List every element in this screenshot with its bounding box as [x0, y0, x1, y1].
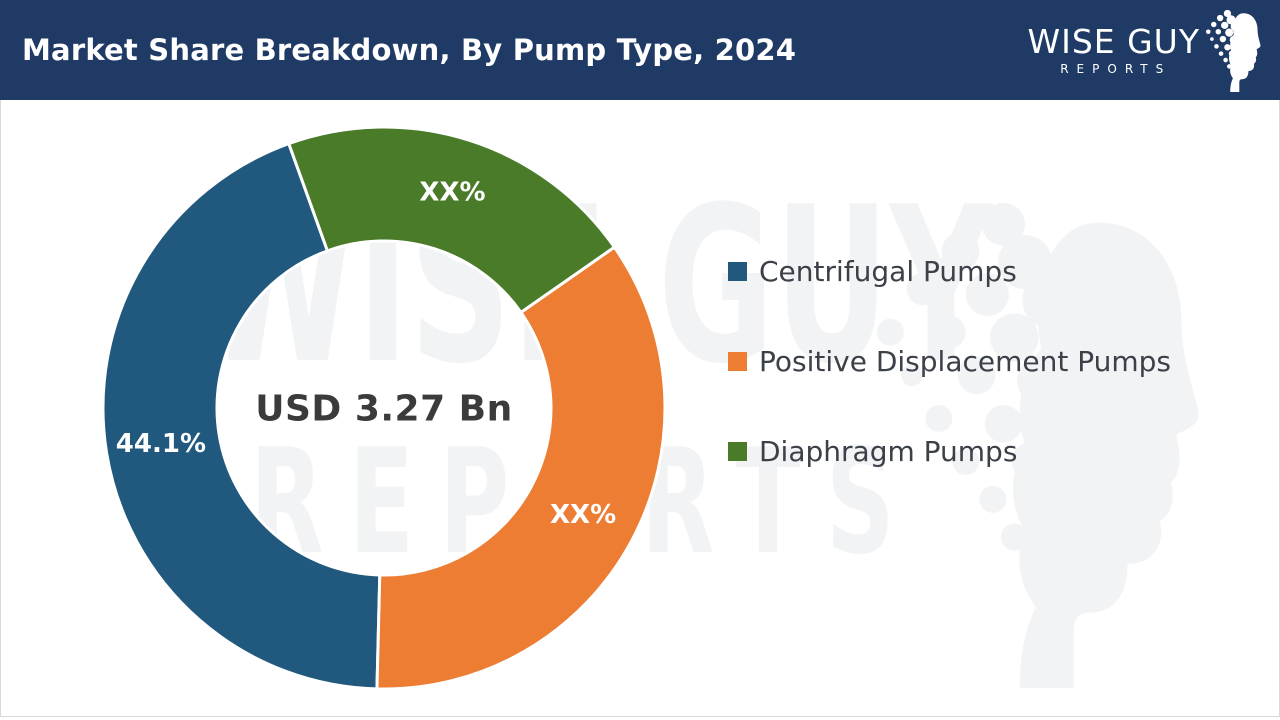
wise-guy-logo: WISE GUY REPORTS [1027, 8, 1262, 92]
face-profile-icon [1202, 8, 1262, 92]
donut-segment-1 [375, 245, 667, 691]
header-bar: Market Share Breakdown, By Pump Type, 20… [0, 0, 1280, 100]
legend-swatch-icon [728, 441, 747, 461]
legend-label: Diaphragm Pumps [759, 434, 1018, 468]
logo-wordmark: WISE GUY [1027, 21, 1200, 61]
legend-label: Centrifugal Pumps [759, 254, 1017, 288]
logo-subtitle: REPORTS [1060, 61, 1172, 76]
legend-label: Positive Displacement Pumps [759, 344, 1172, 378]
legend-item-diaphragm: Diaphragm Pumps [728, 434, 1171, 468]
page-title: Market Share Breakdown, By Pump Type, 20… [22, 33, 797, 67]
legend-item-centrifugal: Centrifugal Pumps [728, 254, 1171, 288]
legend-item-positive-displacement: Positive Displacement Pumps [728, 344, 1171, 378]
chart-center-value: USD 3.27 Bn [255, 388, 513, 430]
segment-pct-label: 44.1% [116, 429, 206, 459]
logo-text: WISE GUY REPORTS [1027, 21, 1200, 76]
segment-pct-label: XX% [550, 500, 616, 530]
legend-swatch-icon [728, 261, 747, 281]
legend-swatch-icon [728, 351, 747, 371]
chart-legend: Centrifugal Pumps Positive Displacement … [728, 254, 1171, 524]
donut-segment-0 [101, 141, 382, 691]
donut-segment-2 [286, 125, 617, 315]
segment-pct-label: XX% [419, 178, 485, 208]
